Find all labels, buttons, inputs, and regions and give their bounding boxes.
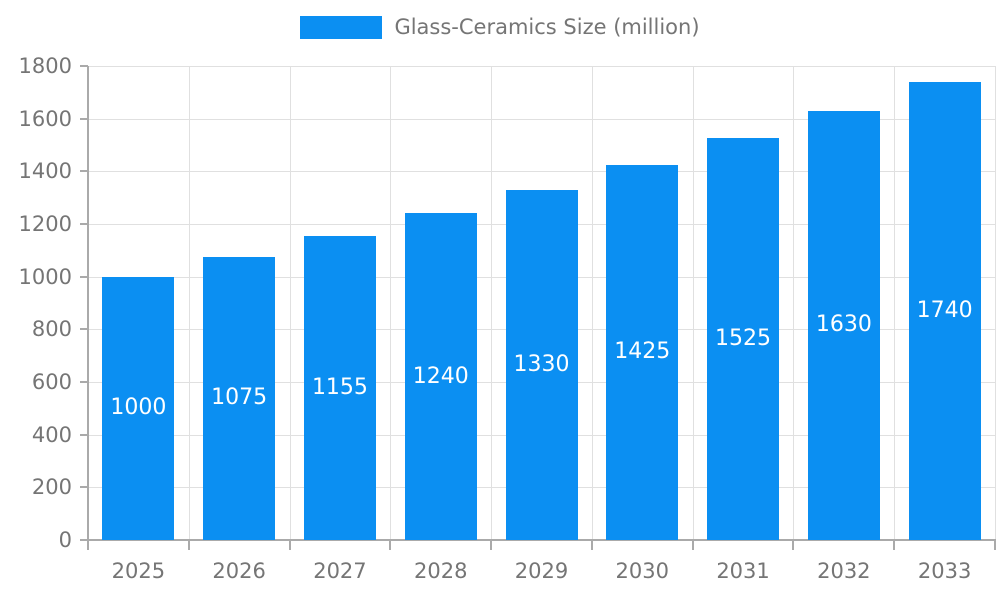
x-axis-tick <box>490 540 493 550</box>
y-axis-tick <box>80 381 88 383</box>
x-axis-tick-label: 2033 <box>917 559 972 583</box>
x-axis-tick-label: 2029 <box>514 559 569 583</box>
x-axis-tick-label: 2027 <box>313 559 367 583</box>
bar-value-label: 1000 <box>110 395 167 421</box>
y-axis-tick-label: 800 <box>31 317 72 342</box>
y-axis-tick <box>80 486 88 489</box>
horizontal-gridline <box>88 118 995 120</box>
bar-2031[interactable]: 1525 <box>707 138 780 540</box>
y-axis-tick <box>80 65 88 67</box>
y-axis-tick <box>80 539 88 541</box>
bar-2027[interactable]: 1155 <box>303 235 376 540</box>
y-axis-tick-label: 200 <box>31 475 72 500</box>
horizontal-gridline <box>88 66 995 67</box>
y-axis-tick <box>80 170 88 173</box>
y-axis-tick-label: 1000 <box>18 264 72 289</box>
vertical-gridline <box>894 66 896 540</box>
x-axis-tick <box>288 540 291 550</box>
y-axis-tick-label: 1200 <box>18 212 72 236</box>
x-axis-tick-label: 2032 <box>817 559 871 583</box>
bar-2032[interactable]: 1630 <box>807 110 880 540</box>
vertical-gridline <box>188 66 190 540</box>
vertical-gridline <box>390 66 392 540</box>
y-axis-tick-label: 1600 <box>18 106 72 131</box>
y-axis-tick-label: 0 <box>58 528 72 552</box>
bar-value-label: 1425 <box>614 339 671 365</box>
y-axis-tick-label: 400 <box>31 422 72 447</box>
x-axis-tick-label: 2026 <box>212 559 266 583</box>
bar-2028[interactable]: 1240 <box>404 213 477 540</box>
x-axis-tick <box>792 540 795 550</box>
vertical-gridline <box>995 66 996 540</box>
y-axis-tick-label: 1800 <box>18 54 72 78</box>
legend[interactable]: Glass-Ceramics Size (million) <box>0 13 1000 41</box>
bar-value-label: 1630 <box>815 312 872 338</box>
y-axis-tick-label: 600 <box>31 370 72 394</box>
x-axis-tick-label: 2025 <box>111 559 166 583</box>
legend-label: Glass-Ceramics Size (million) <box>394 15 700 39</box>
x-axis-line <box>87 539 996 541</box>
vertical-gridline <box>491 66 493 540</box>
bar-value-label: 1155 <box>311 374 368 400</box>
x-axis-tick <box>389 540 392 550</box>
x-axis-tick-label: 2031 <box>716 559 770 583</box>
bar-value-label: 1330 <box>513 351 570 377</box>
x-axis-tick <box>994 540 996 550</box>
bar-2030[interactable]: 1425 <box>606 164 679 540</box>
legend-color-swatch <box>300 15 383 39</box>
x-axis-tick <box>691 540 694 550</box>
bar-value-label: 1525 <box>715 326 772 352</box>
bar-value-label: 1075 <box>211 385 268 411</box>
x-axis-tick <box>590 540 593 550</box>
bar-2026[interactable]: 1075 <box>203 256 276 540</box>
x-axis-tick-label: 2028 <box>413 559 468 583</box>
vertical-gridline <box>591 66 593 540</box>
x-axis-tick <box>187 540 190 550</box>
y-axis-line <box>87 66 89 542</box>
y-axis-tick <box>80 117 88 120</box>
y-axis-tick <box>80 275 88 278</box>
bar-value-label: 1240 <box>412 363 469 389</box>
x-axis-tick <box>893 540 896 550</box>
bar-2025[interactable]: 1000 <box>102 276 175 540</box>
vertical-gridline <box>289 66 291 540</box>
y-axis-tick <box>80 223 88 225</box>
vertical-gridline <box>692 66 694 540</box>
x-axis-tick-label: 2030 <box>615 559 669 583</box>
bar-value-label: 1740 <box>916 297 973 323</box>
bar-2033[interactable]: 1740 <box>908 81 981 540</box>
bar-2029[interactable]: 1330 <box>505 189 578 540</box>
vertical-gridline <box>793 66 795 540</box>
y-axis-tick <box>80 328 88 331</box>
y-axis-tick-label: 1400 <box>18 159 72 184</box>
horizontal-gridline <box>88 171 995 173</box>
y-axis-tick <box>80 433 88 436</box>
x-axis-tick <box>87 540 89 550</box>
